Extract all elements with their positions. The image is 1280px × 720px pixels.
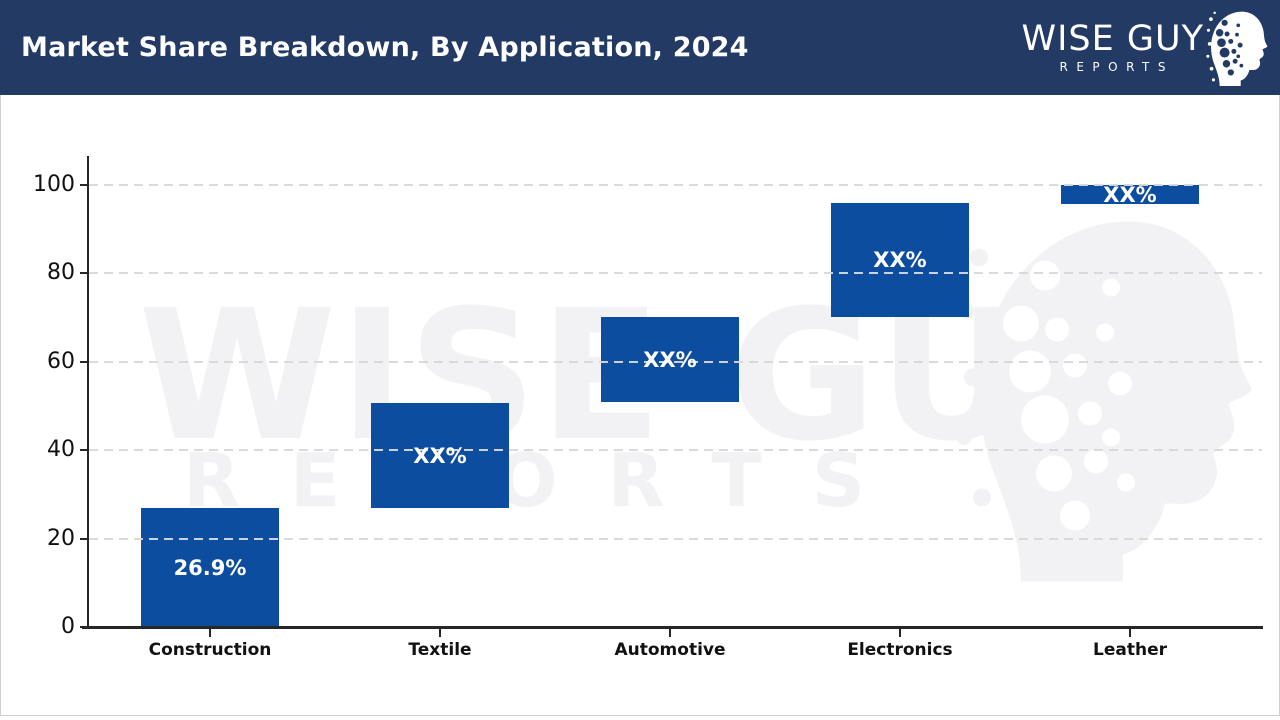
bar-value-label: XX%: [643, 347, 697, 372]
y-tick-mark: [80, 184, 89, 186]
y-tick-mark: [80, 272, 89, 275]
y-tick-mark: [80, 360, 89, 363]
y-tick-mark: [80, 626, 89, 628]
brand-logo: WISE GUY REPORTS: [1021, 6, 1268, 88]
x-axis: [82, 626, 1263, 629]
y-tick-mark: [80, 537, 89, 540]
y-tick-label: 80: [47, 260, 75, 286]
y-tick-label: 20: [47, 525, 75, 551]
wise-guy-face-icon: [1206, 11, 1268, 87]
y-tick-label: 40: [47, 437, 75, 463]
y-tick-label: 0: [61, 614, 75, 639]
x-tick-mark: [1129, 629, 1131, 637]
x-tick-mark: [899, 629, 901, 637]
y-gridline: [89, 537, 1262, 540]
bar-construction: [141, 508, 279, 627]
y-gridline: [89, 360, 1262, 363]
x-category-label: Automotive: [614, 640, 726, 660]
header-bar: Market Share Breakdown, By Application, …: [0, 0, 1280, 95]
bar-leather: [1061, 185, 1199, 204]
bar-value-label: XX%: [873, 248, 927, 273]
y-tick-label: 100: [33, 172, 75, 197]
brand-logo-text: WISE GUY REPORTS: [1021, 20, 1204, 74]
x-tick-mark: [669, 629, 671, 637]
y-tick-label: 60: [47, 348, 75, 374]
x-tick-mark: [209, 629, 211, 637]
bar-value-label: 26.9%: [173, 555, 247, 580]
x-category-label: Textile: [408, 640, 472, 660]
bar-value-label: XX%: [1103, 182, 1157, 207]
y-gridline: [89, 184, 1262, 186]
brand-logo-primary: WISE GUY: [1021, 19, 1204, 60]
y-gridline: [89, 272, 1262, 275]
bar-textile: [371, 403, 509, 509]
x-category-label: Construction: [148, 640, 272, 660]
y-tick-mark: [80, 449, 89, 452]
watermark-text-secondary: REPORTS: [183, 438, 916, 524]
bar-value-label: XX%: [413, 443, 467, 468]
watermark-face-icon: [956, 221, 1252, 582]
x-category-label: Electronics: [847, 640, 953, 660]
y-axis: [87, 156, 89, 629]
bar-electronics: [831, 203, 969, 318]
x-category-label: Leather: [1093, 640, 1167, 660]
y-gridline: [89, 449, 1262, 452]
bar-automotive: [601, 317, 739, 403]
x-tick-mark: [439, 629, 441, 637]
page-title: Market Share Breakdown, By Application, …: [21, 32, 749, 63]
brand-logo-secondary: REPORTS: [1059, 59, 1174, 74]
